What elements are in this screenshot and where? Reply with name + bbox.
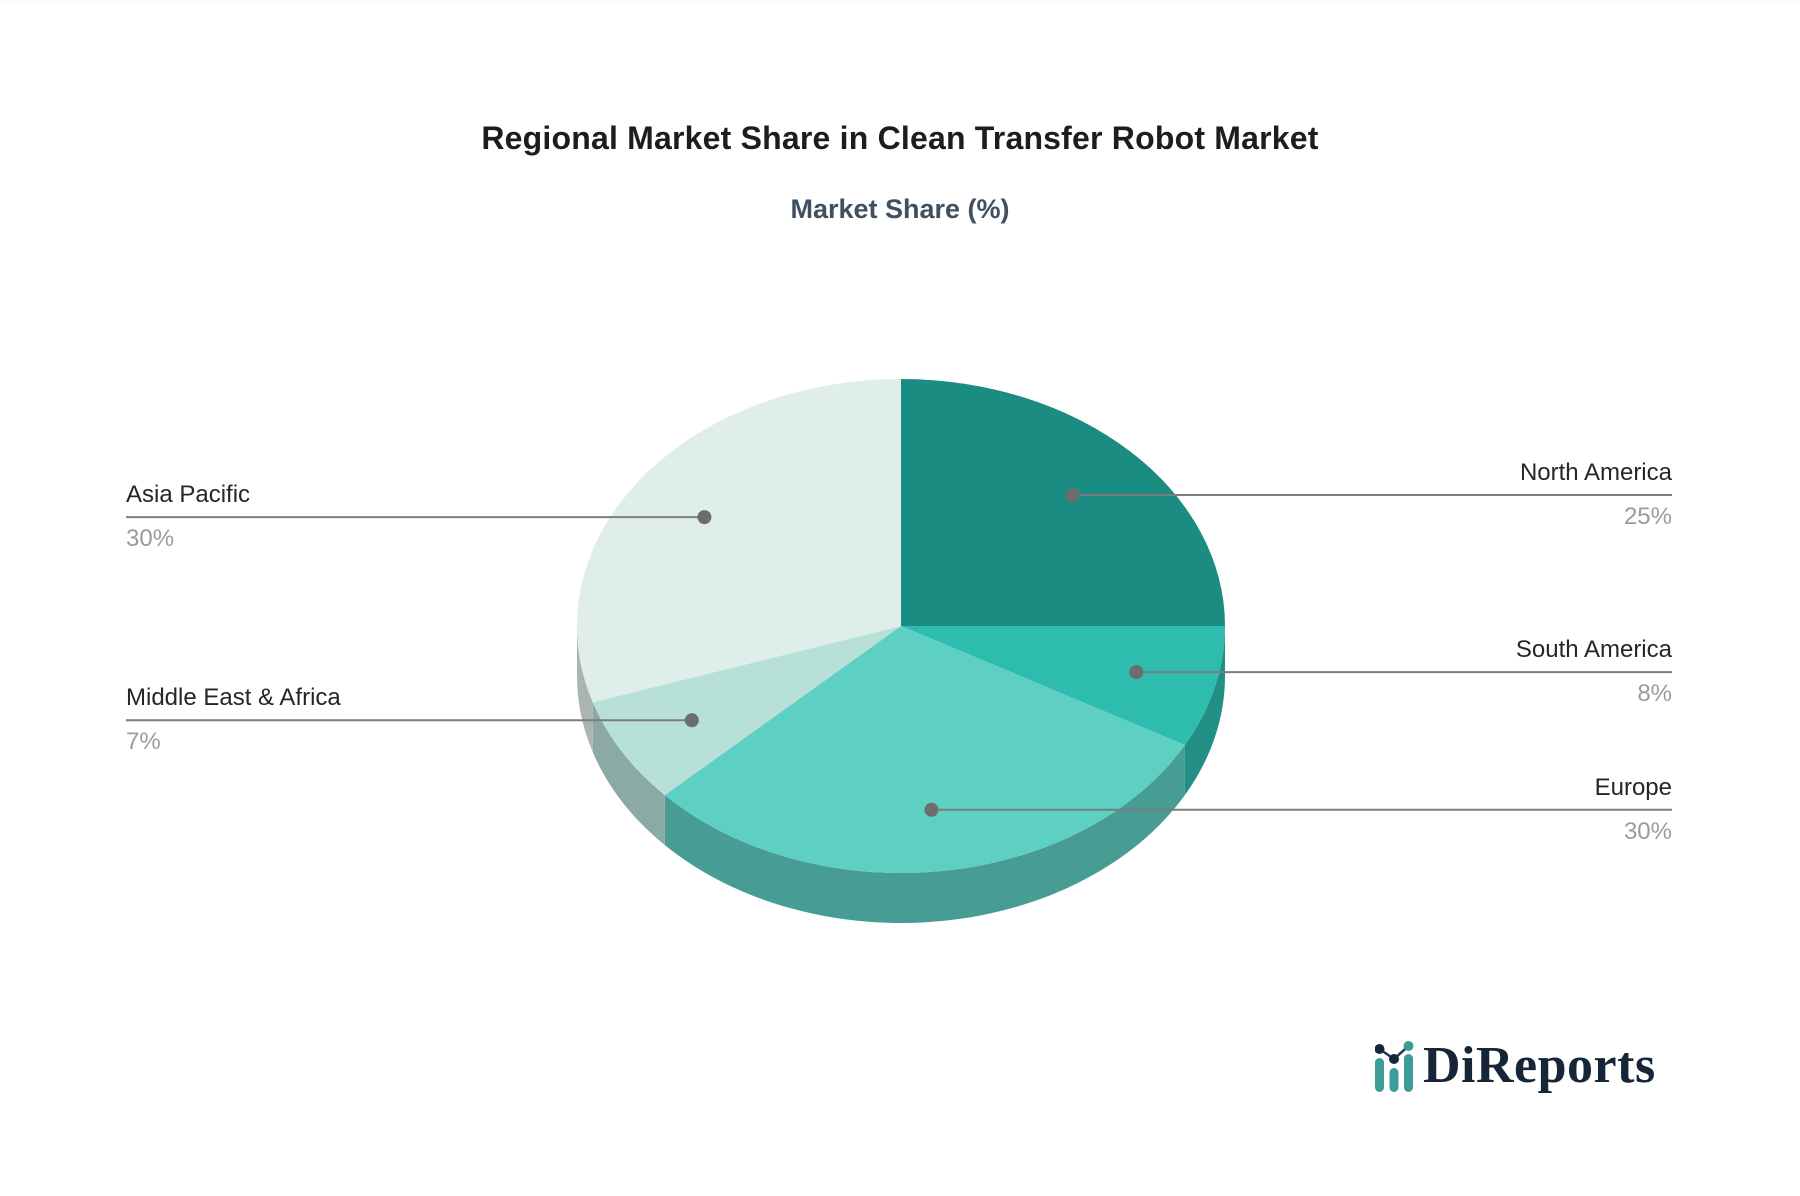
pie-slice-side-south-america	[1184, 626, 1225, 795]
bar-chart-logo-icon	[1375, 1041, 1414, 1092]
pie-slice-side-europe	[664, 744, 1185, 923]
chart-subtitle: Market Share (%)	[790, 194, 1010, 224]
leader-dot-north-america	[1065, 488, 1080, 503]
pie-slice-north-america	[901, 379, 1225, 626]
leader-dot-south-america	[1129, 665, 1144, 680]
chart-title: Regional Market Share in Clean Transfer …	[481, 120, 1319, 156]
direports-logo-text: DiReports	[1423, 1037, 1656, 1094]
pie-slice-south-america	[901, 626, 1225, 745]
leader-dot-europe	[924, 802, 939, 817]
pie-slice-middle-east-africa	[592, 626, 901, 796]
leader-dot-asia-pacific	[697, 510, 712, 525]
pie-slice-asia-pacific	[576, 379, 901, 703]
page-top-strip	[0, 0, 1800, 3]
pie-slice-europe	[664, 626, 1185, 873]
pie-slice-side-middle-east-africa	[592, 702, 665, 846]
leader-dot-middle-east-africa	[684, 713, 699, 728]
